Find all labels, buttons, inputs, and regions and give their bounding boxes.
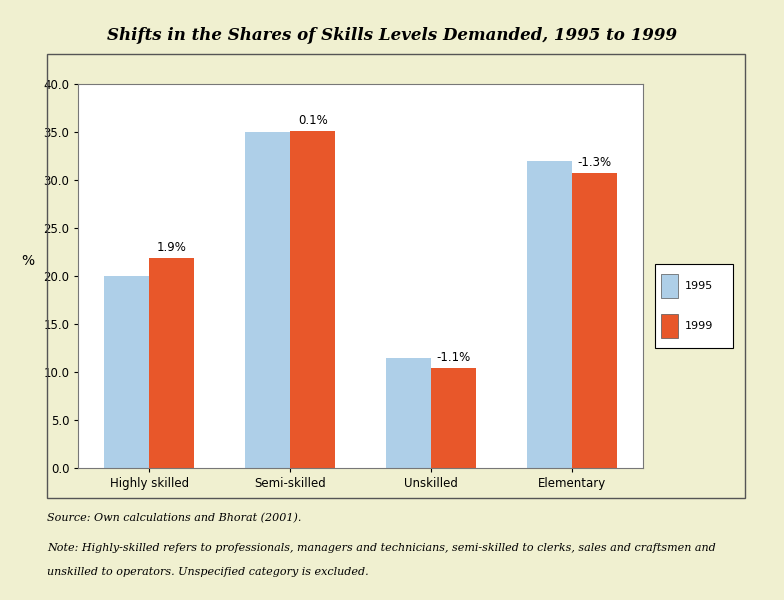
Text: %: % xyxy=(21,254,34,268)
Text: Note: Highly-skilled refers to professionals, managers and technicians, semi-ski: Note: Highly-skilled refers to professio… xyxy=(47,543,716,553)
Bar xyxy=(290,131,336,468)
Text: Shifts in the Shares of Skills Levels Demanded, 1995 to 1999: Shifts in the Shares of Skills Levels De… xyxy=(107,27,677,44)
Text: 1.9%: 1.9% xyxy=(157,241,187,254)
Bar xyxy=(149,258,194,468)
Text: -1.3%: -1.3% xyxy=(578,157,612,169)
Text: 0.1%: 0.1% xyxy=(298,114,328,127)
Bar xyxy=(661,314,678,338)
Text: unskilled to operators. Unspecified category is excluded.: unskilled to operators. Unspecified cate… xyxy=(47,567,368,577)
Bar xyxy=(431,368,476,468)
Bar xyxy=(572,173,617,468)
Text: Source: Own calculations and Bhorat (2001).: Source: Own calculations and Bhorat (200… xyxy=(47,513,301,523)
Bar xyxy=(386,358,431,468)
Text: 1995: 1995 xyxy=(684,281,713,291)
Text: 1999: 1999 xyxy=(684,321,713,331)
Bar xyxy=(104,276,149,468)
Bar xyxy=(245,132,290,468)
Text: -1.1%: -1.1% xyxy=(437,352,471,364)
Bar xyxy=(527,161,572,468)
Bar xyxy=(661,274,678,298)
